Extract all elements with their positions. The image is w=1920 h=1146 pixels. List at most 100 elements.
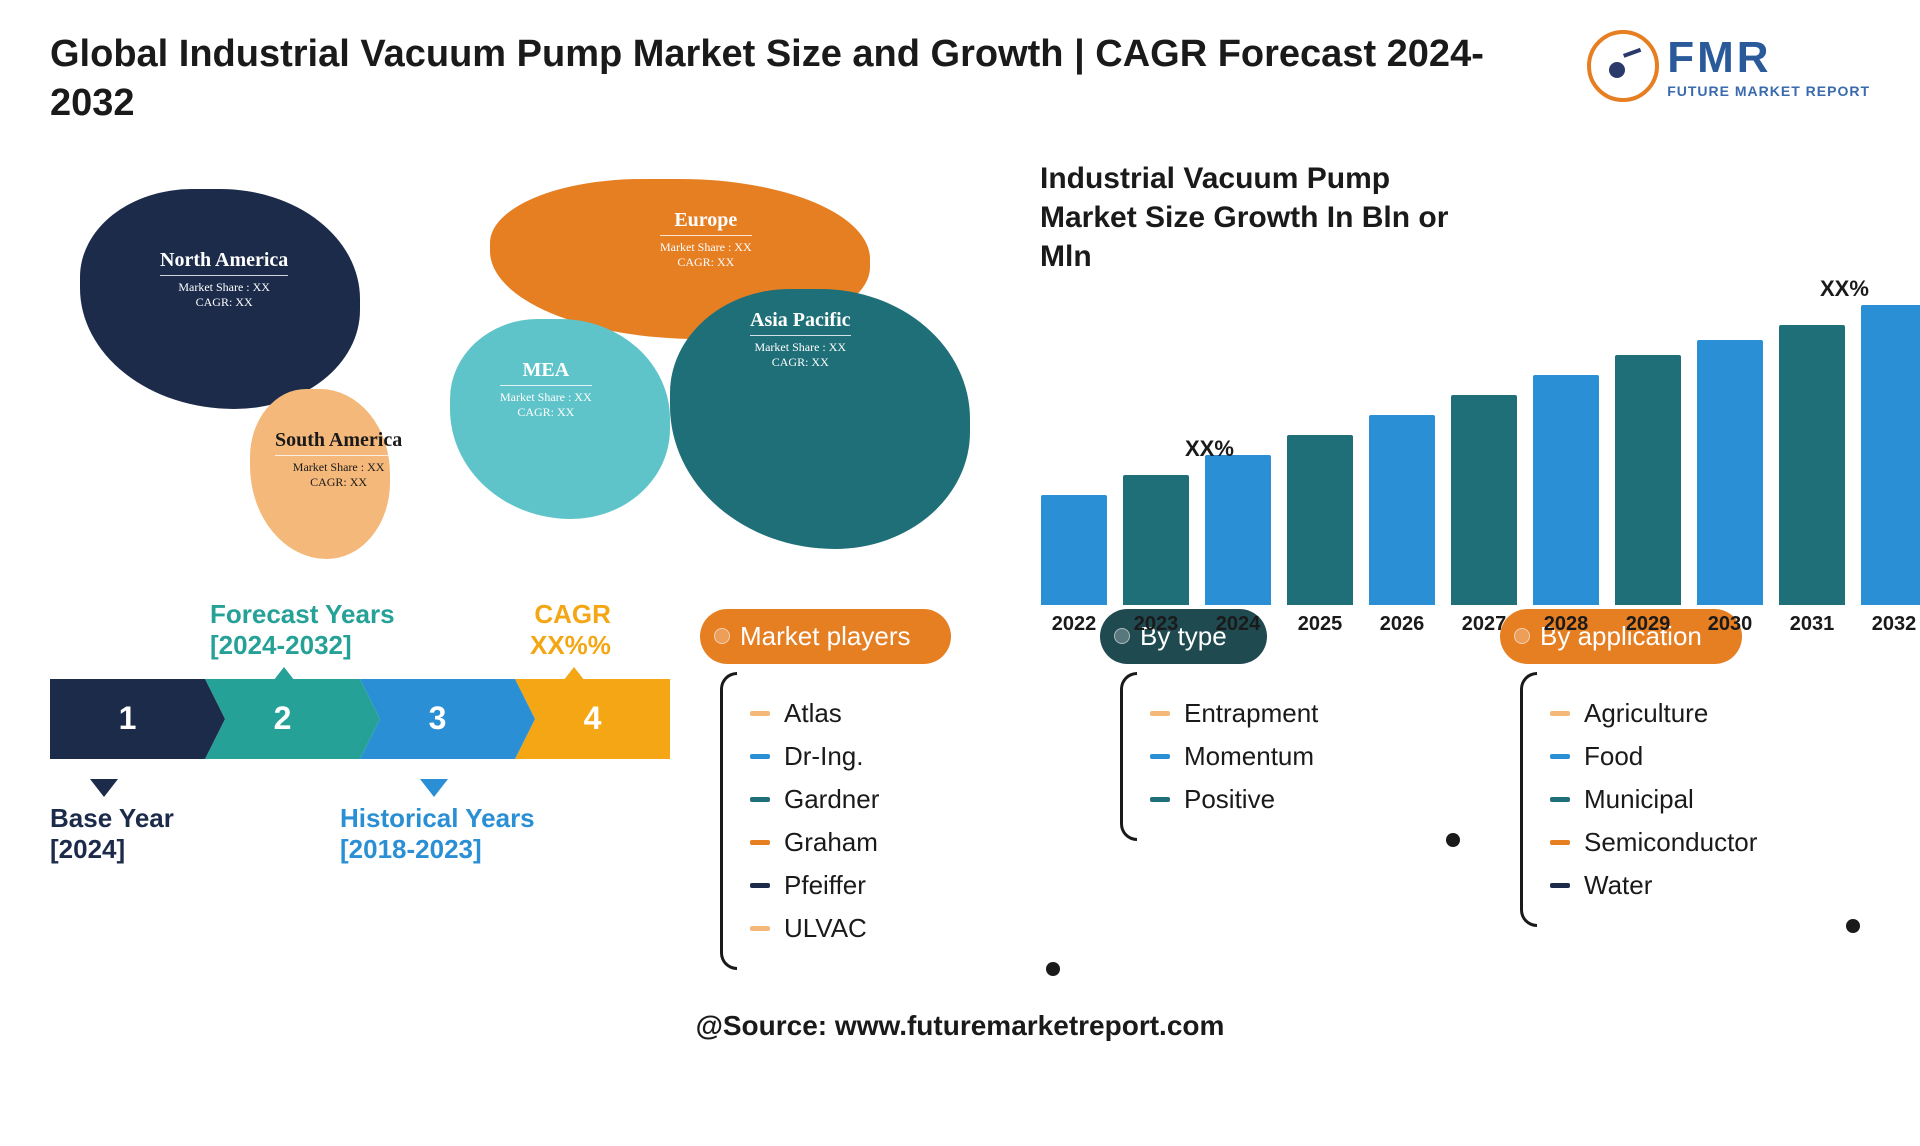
world-map: North America Market Share : XX CAGR: XX… xyxy=(50,149,1010,569)
logo-sub: FUTURE MARKET REPORT xyxy=(1667,83,1870,99)
category-column: Market playersAtlasDr-Ing.GardnerGrahamP… xyxy=(700,609,1070,970)
bar-column: 2026 xyxy=(1368,415,1436,636)
timeline-row: 1234 xyxy=(50,679,670,759)
category-bracket: EntrapmentMomentumPositive xyxy=(1100,672,1470,841)
item-label: Food xyxy=(1584,741,1643,772)
bar-chart: Industrial Vacuum Pump Market Size Growt… xyxy=(1040,149,1920,569)
bar-year-label: 2026 xyxy=(1380,613,1425,636)
dash-icon xyxy=(750,840,770,845)
bar-year-label: 2025 xyxy=(1298,613,1343,636)
region-cagr: CAGR: XX xyxy=(660,255,752,270)
bar xyxy=(1861,305,1920,605)
category-item: Semiconductor xyxy=(1550,821,1870,864)
dash-icon xyxy=(1150,711,1170,716)
dash-icon xyxy=(750,754,770,759)
bar-column: 2029 xyxy=(1614,355,1682,636)
bar-year-label: 2027 xyxy=(1462,613,1507,636)
timeline-segment: 2 xyxy=(205,679,360,759)
forecast-annotation: Forecast Years [2024-2032] xyxy=(210,599,395,685)
page-title: Global Industrial Vacuum Pump Market Siz… xyxy=(50,30,1550,129)
item-label: Dr-Ing. xyxy=(784,741,863,772)
category-item: Momentum xyxy=(1150,735,1470,778)
logo: FMR FUTURE MARKET REPORT xyxy=(1587,30,1870,102)
bar-callout: XX% xyxy=(1185,436,1234,462)
region-cagr: CAGR: XX xyxy=(160,295,288,310)
categories: Market players Atlas Dr-Ing. Gardner Graham P… xyxy=(700,609,1870,970)
region-name: Asia Pacific xyxy=(750,309,851,336)
category-pill: Market players xyxy=(700,609,951,664)
timeline-segment: 3 xyxy=(360,679,515,759)
hist-annotation: Historical Years [2018-2023] xyxy=(340,779,535,865)
timeline-segment: 4 xyxy=(515,679,670,759)
bar-year-label: 2028 xyxy=(1544,613,1589,636)
hist-label: Historical Years xyxy=(340,803,535,834)
bar-column: 2030 xyxy=(1696,340,1764,636)
region-share: Market Share : XX xyxy=(500,390,592,405)
bar xyxy=(1615,355,1681,605)
category-list: Agriculture Food Municipal Semiconductor Wat… xyxy=(1550,692,1870,907)
dash-icon xyxy=(750,926,770,931)
category-item: Agriculture xyxy=(1550,692,1870,735)
category-item: Dr-Ing. xyxy=(750,735,1070,778)
region-label: South America Market Share : XX CAGR: XX xyxy=(275,429,402,490)
bar-year-label: 2029 xyxy=(1626,613,1671,636)
dash-icon xyxy=(1550,754,1570,759)
bar-column: 2022 xyxy=(1040,495,1108,636)
item-label: Graham xyxy=(784,827,878,858)
bars-row: 2022202320242025202620272028202920302031… xyxy=(1040,306,1920,636)
item-label: Agriculture xyxy=(1584,698,1708,729)
logo-text: FMR FUTURE MARKET REPORT xyxy=(1667,33,1870,99)
region-name: Europe xyxy=(660,209,752,236)
timeline: Forecast Years [2024-2032] CAGR XX%% 123… xyxy=(50,609,670,970)
triangle-down-icon xyxy=(90,779,118,797)
region-cagr: CAGR: XX xyxy=(500,405,592,420)
bar xyxy=(1779,325,1845,605)
category-list: AtlasDr-Ing.GardnerGrahamPfeifferULVAC xyxy=(750,692,1070,950)
dash-icon xyxy=(750,711,770,716)
bar-year-label: 2032 xyxy=(1872,613,1917,636)
region-share: Market Share : XX xyxy=(160,280,288,295)
region-label: North America Market Share : XX CAGR: XX xyxy=(160,249,288,310)
logo-icon xyxy=(1587,30,1659,102)
logo-main: FMR xyxy=(1667,33,1870,83)
item-label: Gardner xyxy=(784,784,879,815)
region-label: Asia Pacific Market Share : XX CAGR: XX xyxy=(750,309,851,370)
hist-range: [2018-2023] xyxy=(340,834,535,865)
bar xyxy=(1287,435,1353,605)
base-range: [2024] xyxy=(50,834,174,865)
region-share: Market Share : XX xyxy=(750,340,851,355)
pill-dot-icon xyxy=(714,628,730,644)
dash-icon xyxy=(1150,797,1170,802)
category-item: Graham xyxy=(750,821,1070,864)
dash-icon xyxy=(1550,797,1570,802)
forecast-label: Forecast Years xyxy=(210,599,395,630)
bar-column: 2032 xyxy=(1860,305,1920,636)
bar-column: 2027 xyxy=(1450,395,1518,636)
bar-column: 2024 xyxy=(1204,455,1272,636)
cagr-annotation: CAGR XX%% xyxy=(530,599,611,685)
bar xyxy=(1451,395,1517,605)
region-cagr: CAGR: XX xyxy=(275,475,402,490)
category-column: By applicationAgricultureFoodMunicipalSe… xyxy=(1500,609,1870,970)
header: Global Industrial Vacuum Pump Market Siz… xyxy=(50,30,1870,129)
bar-year-label: 2030 xyxy=(1708,613,1753,636)
forecast-range: [2024-2032] xyxy=(210,630,395,661)
item-label: Water xyxy=(1584,870,1652,901)
bar-year-label: 2024 xyxy=(1216,613,1261,636)
category-item: Food xyxy=(1550,735,1870,778)
bar-callout: XX% xyxy=(1820,276,1869,302)
category-item: Positive xyxy=(1150,778,1470,821)
bar-year-label: 2022 xyxy=(1052,613,1097,636)
dash-icon xyxy=(1550,883,1570,888)
bar-column: 2025 xyxy=(1286,435,1354,636)
category-item: Atlas xyxy=(750,692,1070,735)
timeline-segment: 1 xyxy=(50,679,205,759)
dash-icon xyxy=(750,797,770,802)
item-label: Semiconductor xyxy=(1584,827,1757,858)
category-list: EntrapmentMomentumPositive xyxy=(1150,692,1470,821)
bar xyxy=(1205,455,1271,605)
bar-year-label: 2023 xyxy=(1134,613,1179,636)
bar-column: 2023 xyxy=(1122,475,1190,636)
item-label: Municipal xyxy=(1584,784,1694,815)
base-label: Base Year xyxy=(50,803,174,834)
